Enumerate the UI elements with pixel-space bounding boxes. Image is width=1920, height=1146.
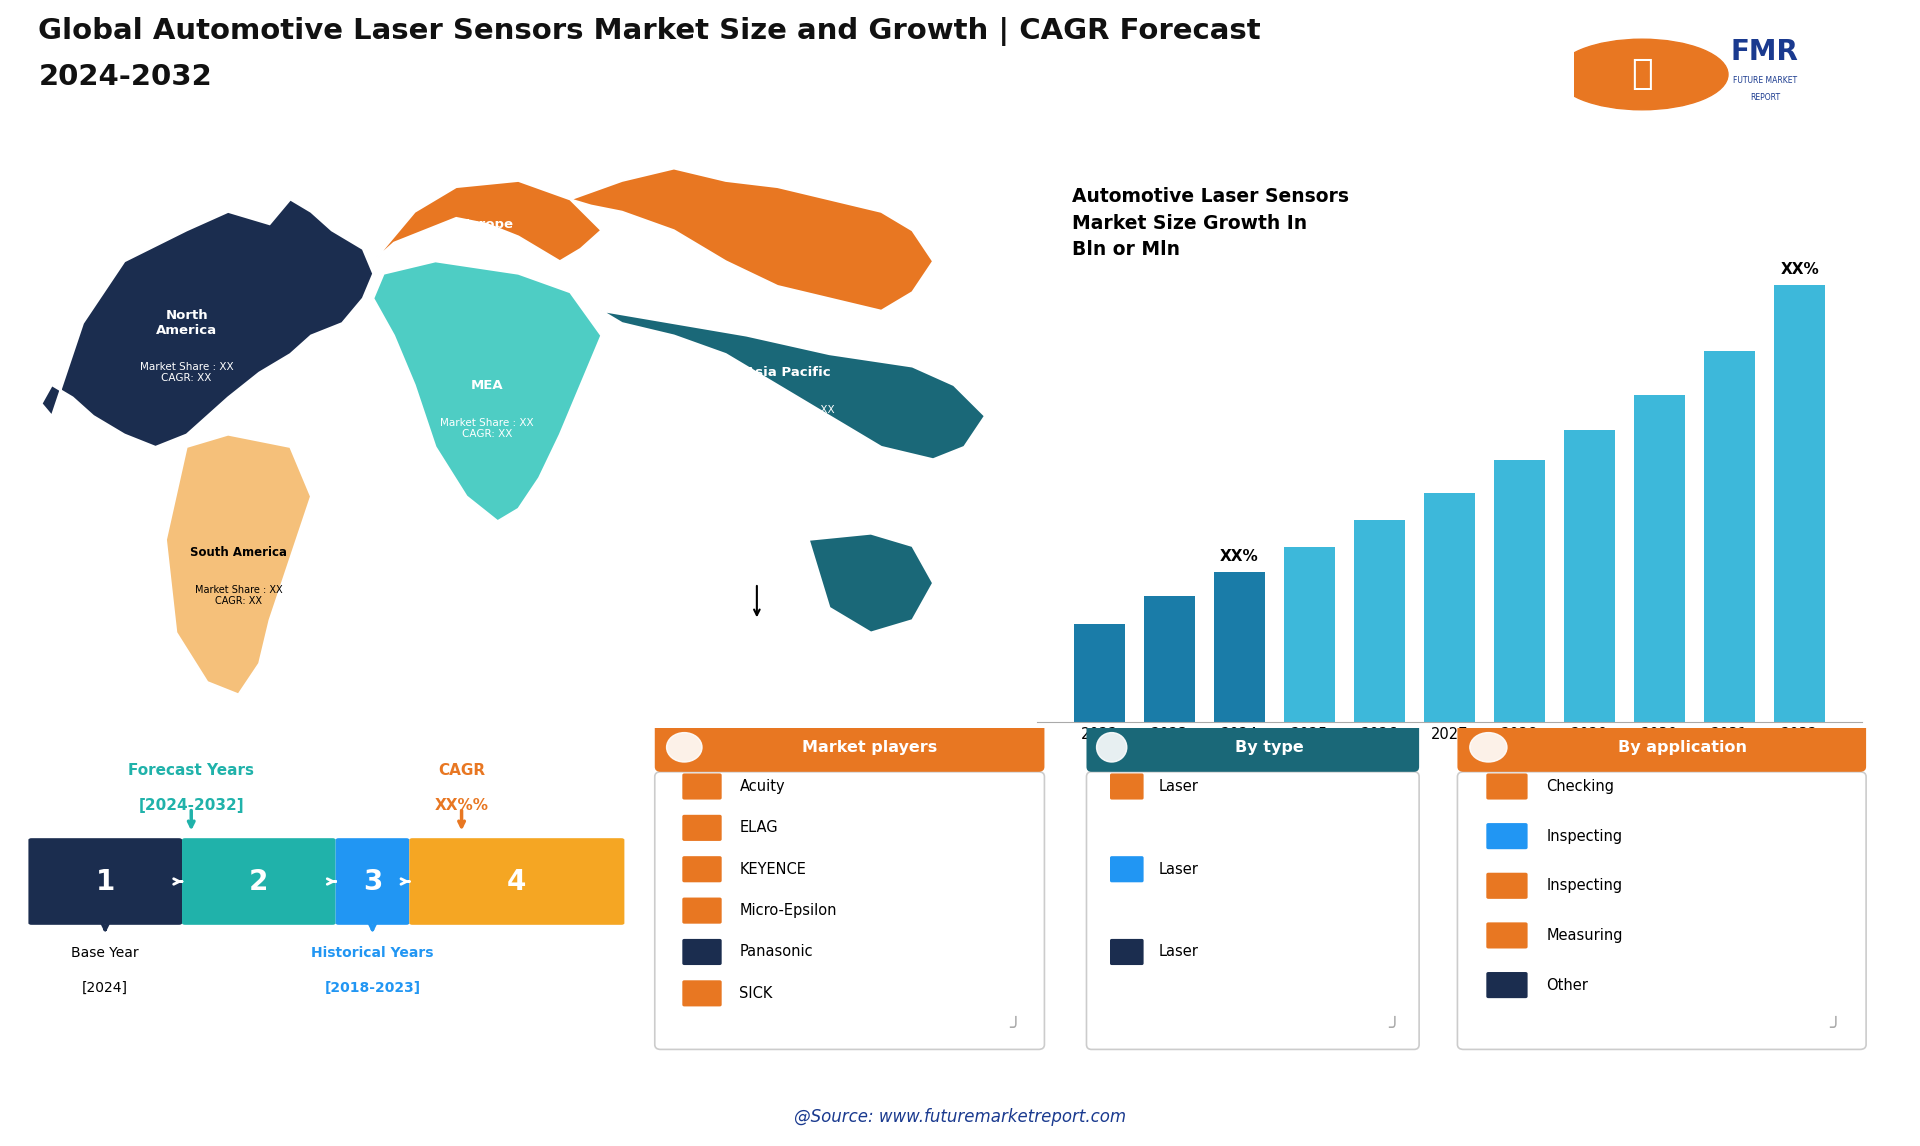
Text: XX%: XX%	[1780, 262, 1818, 277]
Text: By application: By application	[1619, 740, 1747, 755]
Circle shape	[1555, 39, 1728, 110]
Bar	[1705, 351, 1755, 722]
Text: Market Share : XX
CAGR: XX: Market Share : XX CAGR: XX	[440, 417, 534, 439]
Bar	[1144, 596, 1194, 722]
Text: Base Year: Base Year	[71, 945, 138, 959]
Text: Inspecting: Inspecting	[1546, 878, 1622, 893]
FancyBboxPatch shape	[682, 774, 722, 800]
FancyBboxPatch shape	[1486, 873, 1528, 898]
FancyBboxPatch shape	[29, 838, 182, 925]
Text: XX%%: XX%%	[434, 798, 488, 813]
Text: ╯: ╯	[1830, 1019, 1841, 1038]
Text: Checking: Checking	[1546, 779, 1615, 794]
Text: 3: 3	[363, 868, 382, 895]
Text: Laser: Laser	[1160, 779, 1198, 794]
Text: Micro-Epsilon: Micro-Epsilon	[739, 903, 837, 918]
Text: Panasonic: Panasonic	[739, 944, 812, 959]
Text: Market Share : XX
CAGR: XX: Market Share : XX CAGR: XX	[140, 362, 234, 384]
Circle shape	[666, 732, 703, 762]
Text: Historical Years: Historical Years	[311, 945, 434, 959]
FancyBboxPatch shape	[1486, 823, 1528, 849]
Polygon shape	[42, 199, 372, 447]
Text: Acuity: Acuity	[739, 779, 785, 794]
Text: North
America: North America	[156, 309, 217, 337]
Bar	[1494, 460, 1546, 722]
Text: Other: Other	[1546, 978, 1588, 992]
Bar	[1634, 394, 1686, 722]
Text: Forecast Years: Forecast Years	[129, 763, 253, 778]
Text: Global Automotive Laser Sensors Market Size and Growth | CAGR Forecast: Global Automotive Laser Sensors Market S…	[38, 17, 1261, 46]
Text: 1: 1	[96, 868, 115, 895]
Text: SICK: SICK	[739, 986, 772, 1000]
FancyBboxPatch shape	[655, 771, 1044, 1050]
Text: Asia Pacific: Asia Pacific	[745, 367, 831, 379]
Text: CAGR: CAGR	[438, 763, 486, 778]
FancyBboxPatch shape	[682, 897, 722, 924]
FancyBboxPatch shape	[682, 939, 722, 965]
Text: REPORT: REPORT	[1749, 93, 1780, 102]
Bar	[1354, 520, 1405, 722]
Text: Market Share : XX
CAGR: XX: Market Share : XX CAGR: XX	[440, 244, 534, 266]
FancyBboxPatch shape	[1457, 723, 1866, 771]
Bar	[1075, 623, 1125, 722]
Text: FMR: FMR	[1732, 38, 1799, 65]
Text: By type: By type	[1235, 740, 1304, 755]
FancyBboxPatch shape	[682, 980, 722, 1006]
FancyBboxPatch shape	[682, 856, 722, 882]
Text: [2018-2023]: [2018-2023]	[324, 981, 420, 995]
Text: FUTURE MARKET: FUTURE MARKET	[1734, 77, 1797, 85]
Bar	[1565, 430, 1615, 722]
FancyBboxPatch shape	[1087, 723, 1419, 771]
Text: ⦿: ⦿	[1632, 57, 1653, 92]
FancyBboxPatch shape	[336, 838, 409, 925]
Bar	[1284, 548, 1334, 722]
Text: [2024-2032]: [2024-2032]	[138, 798, 244, 813]
Text: South America: South America	[190, 545, 286, 558]
Text: Inspecting: Inspecting	[1546, 829, 1622, 843]
FancyBboxPatch shape	[1457, 771, 1866, 1050]
Text: ╯: ╯	[1388, 1019, 1400, 1038]
FancyBboxPatch shape	[655, 723, 1044, 771]
FancyBboxPatch shape	[1486, 972, 1528, 998]
FancyBboxPatch shape	[1110, 856, 1144, 882]
Polygon shape	[601, 311, 985, 460]
FancyBboxPatch shape	[1486, 923, 1528, 949]
Text: [2024]: [2024]	[83, 981, 129, 995]
Text: ╯: ╯	[1010, 1019, 1021, 1038]
FancyBboxPatch shape	[1110, 939, 1144, 965]
Circle shape	[1471, 732, 1507, 762]
Text: Market Share : XX
CAGR: XX: Market Share : XX CAGR: XX	[194, 584, 282, 606]
Polygon shape	[165, 434, 311, 694]
Polygon shape	[808, 534, 933, 633]
Text: Automotive Laser Sensors
Market Size Growth In
Bln or Mln: Automotive Laser Sensors Market Size Gro…	[1071, 187, 1348, 259]
Bar	[1213, 572, 1265, 722]
Text: MEA: MEA	[470, 378, 503, 392]
Text: 2024-2032: 2024-2032	[38, 63, 211, 91]
FancyBboxPatch shape	[1087, 771, 1419, 1050]
FancyBboxPatch shape	[1110, 774, 1144, 800]
Text: @Source: www.futuremarketreport.com: @Source: www.futuremarketreport.com	[795, 1108, 1125, 1127]
Polygon shape	[372, 181, 601, 261]
Text: Market players: Market players	[803, 740, 937, 755]
Polygon shape	[570, 168, 933, 311]
Text: Measuring: Measuring	[1546, 928, 1622, 943]
Polygon shape	[372, 261, 601, 521]
FancyBboxPatch shape	[182, 838, 336, 925]
Circle shape	[1096, 732, 1127, 762]
Text: KEYENCE: KEYENCE	[739, 862, 806, 877]
Text: Europe: Europe	[461, 218, 515, 230]
FancyBboxPatch shape	[682, 815, 722, 841]
Text: 2: 2	[250, 868, 269, 895]
Text: Laser: Laser	[1160, 862, 1198, 877]
Text: 4: 4	[507, 868, 526, 895]
Text: Laser: Laser	[1160, 944, 1198, 959]
Text: XX%: XX%	[1221, 549, 1260, 564]
Text: Market Share : XX
CAGR: XX: Market Share : XX CAGR: XX	[741, 406, 835, 426]
Text: ELAG: ELAG	[739, 821, 778, 835]
FancyBboxPatch shape	[409, 838, 624, 925]
FancyBboxPatch shape	[1486, 774, 1528, 800]
Bar	[1425, 493, 1475, 722]
Bar	[1774, 285, 1824, 722]
